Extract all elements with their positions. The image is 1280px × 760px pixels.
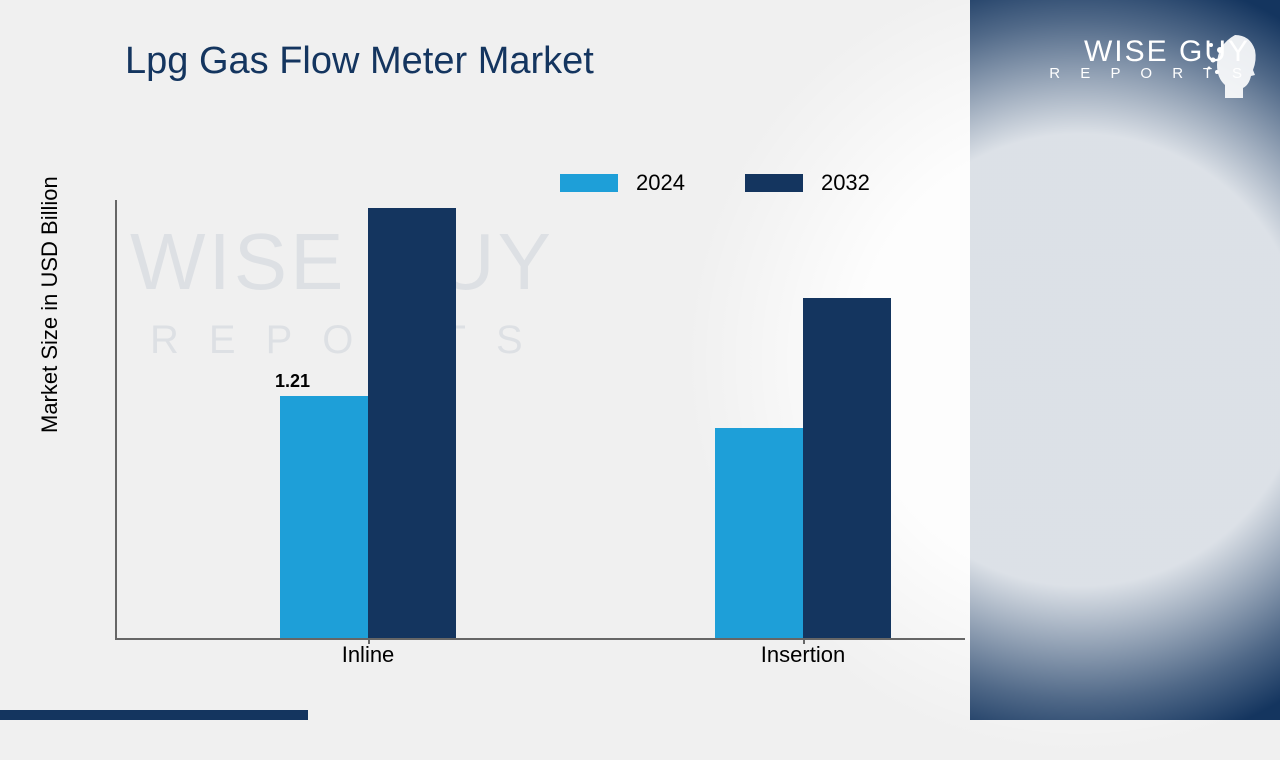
legend-label-2024: 2024 bbox=[636, 170, 685, 196]
legend-swatch-2032 bbox=[745, 174, 803, 192]
chart-title: Lpg Gas Flow Meter Market bbox=[125, 40, 594, 83]
bottom-accent-bar bbox=[0, 710, 308, 720]
x-axis bbox=[115, 638, 965, 640]
bar-inline-2032 bbox=[368, 208, 456, 638]
legend: 2024 2032 bbox=[560, 170, 870, 196]
value-label-inline-2024: 1.21 bbox=[275, 371, 310, 392]
bar-insertion-2032 bbox=[803, 298, 891, 638]
chart-area: Inline Insertion 1.21 bbox=[115, 200, 965, 640]
category-label-insertion: Insertion bbox=[761, 642, 845, 668]
x-tick bbox=[803, 638, 805, 644]
y-axis bbox=[115, 200, 117, 640]
bar-inline-2024 bbox=[280, 396, 368, 638]
x-tick bbox=[368, 638, 370, 644]
category-label-inline: Inline bbox=[342, 642, 395, 668]
legend-label-2032: 2032 bbox=[821, 170, 870, 196]
legend-item-2032: 2032 bbox=[745, 170, 870, 196]
y-axis-label: Market Size in USD Billion bbox=[37, 176, 63, 433]
bar-group-inline: Inline bbox=[280, 208, 456, 638]
legend-swatch-2024 bbox=[560, 174, 618, 192]
bar-insertion-2024 bbox=[715, 428, 803, 638]
head-icon bbox=[1205, 30, 1265, 100]
brand-logo: WISE GUY R E P O R T S bbox=[1049, 35, 1250, 82]
bar-group-insertion: Insertion bbox=[715, 298, 891, 638]
legend-item-2024: 2024 bbox=[560, 170, 685, 196]
